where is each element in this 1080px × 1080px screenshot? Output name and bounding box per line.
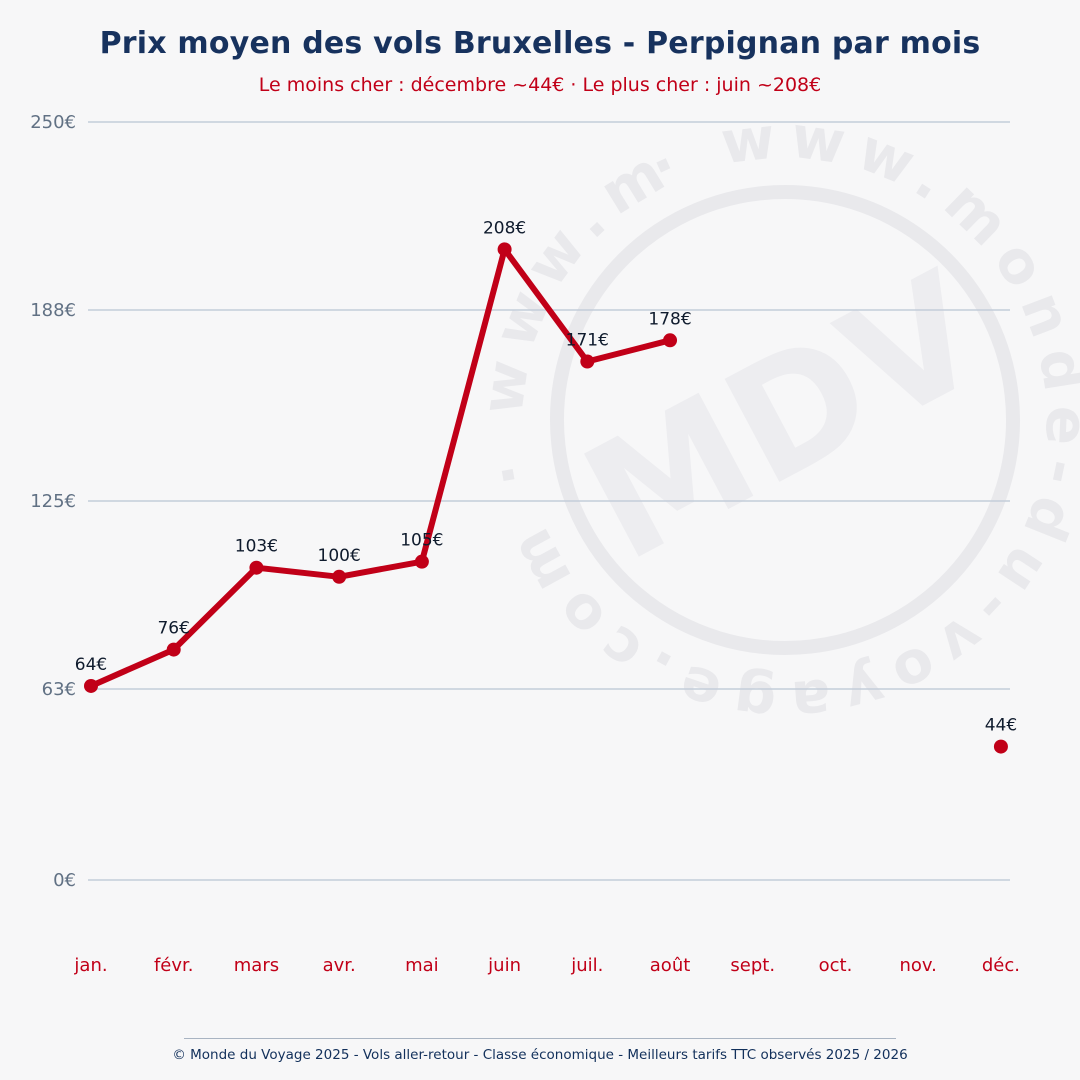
y-axis-tick-label: 63€ (42, 679, 76, 700)
x-axis-month-label: mai (405, 955, 439, 976)
price-line (88, 246, 674, 689)
data-point (663, 333, 678, 348)
x-axis-month-label: oct. (819, 955, 853, 976)
data-point-label: 44€ (985, 716, 1017, 736)
watermark-circle (550, 184, 1020, 655)
data-point-label: 178€ (648, 309, 691, 329)
data-point-label: 76€ (157, 619, 189, 639)
data-point (497, 242, 512, 257)
y-axis-tick-label: 188€ (30, 300, 76, 321)
footer: © Monde du Voyage 2025 - Vols aller-reto… (0, 1038, 1080, 1080)
data-point (332, 569, 347, 584)
data-point (166, 642, 181, 657)
data-point-label: 171€ (566, 331, 609, 351)
data-point-label: 64€ (75, 655, 107, 675)
data-point (993, 739, 1008, 754)
chart-subtitle: Le moins cher : décembre ~44€ · Le plus … (258, 74, 822, 96)
page-title: Prix moyen des vols Bruxelles - Perpigna… (99, 26, 981, 61)
x-axis-month-label: juil. (570, 955, 603, 976)
footer-text: © Monde du Voyage 2025 - Vols aller-reto… (172, 1047, 908, 1063)
y-axis-tick-label: 125€ (30, 491, 76, 512)
data-point (249, 560, 264, 575)
data-point (580, 354, 595, 369)
data-point-label: 105€ (400, 531, 443, 551)
data-point (414, 554, 429, 569)
data-point-label: 100€ (318, 546, 361, 566)
y-axis-tick-label: 0€ (53, 870, 76, 891)
data-point-label: 208€ (483, 218, 526, 238)
x-axis-month-label: avr. (323, 955, 356, 976)
x-axis-month-label: juin (487, 955, 521, 976)
y-axis-tick-label: 250€ (30, 112, 76, 133)
x-axis-month-label: nov. (899, 955, 936, 976)
x-axis-month-label: août (650, 955, 691, 976)
data-point (84, 678, 98, 693)
x-axis-month-label: févr. (154, 955, 194, 976)
x-axis-month-label: déc. (982, 955, 1020, 976)
x-axis-month-label: sept. (730, 955, 775, 976)
chart-layer: 250€ 188€ 125€ 63€ 0€ 64€ 76€ 103€ 100€ 105€ 208€ 1… (30, 112, 1020, 976)
x-axis-month-label: mars (234, 955, 279, 976)
footer-divider (184, 1038, 896, 1039)
watermark-initials: MDV (556, 237, 1011, 597)
x-axis-month-label: jan. (73, 955, 107, 976)
data-point-label: 103€ (235, 537, 278, 557)
